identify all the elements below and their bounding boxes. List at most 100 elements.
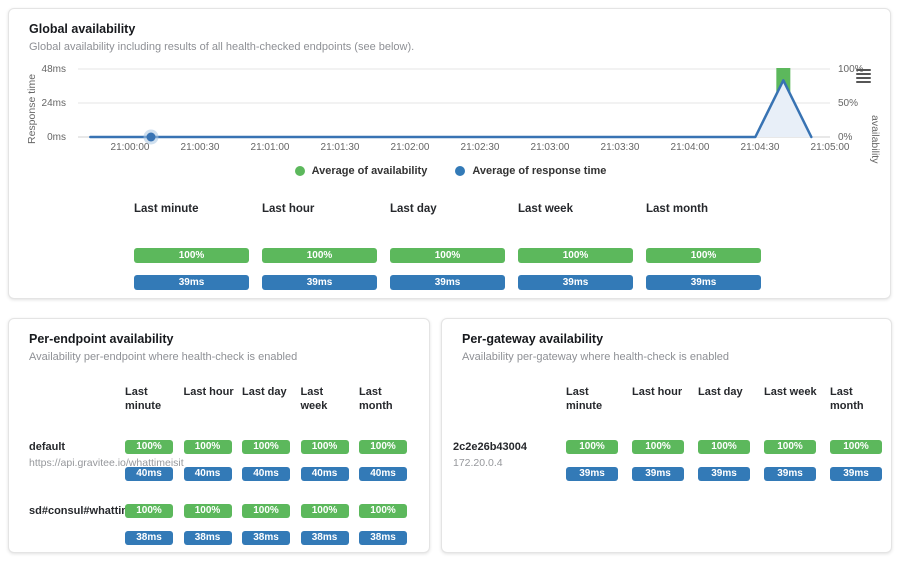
legend-dot-icon (294, 166, 305, 176)
column-header: Last minute (566, 386, 603, 413)
availability-badge: 100% (134, 248, 249, 263)
availability-badge: 100% (242, 503, 290, 518)
endpoint-availability-table: Last minute Last hour Last day Last week Las… (29, 385, 418, 568)
table-cell: 100% 39ms (566, 439, 632, 481)
response-time-badge: 39ms (830, 466, 882, 481)
row-name-cell: sd#consul#whattimeisit (29, 504, 154, 517)
availability-badge: 100% (390, 248, 505, 263)
x-axis-tick: 21:04:00 (671, 142, 710, 153)
column-header: Last day (698, 386, 743, 398)
response-time-badge: 39ms (262, 275, 377, 290)
table-cell: 100% 39ms (764, 439, 830, 481)
legend-dot-icon (455, 166, 466, 176)
chart-menu-icon[interactable] (856, 69, 871, 85)
availability-badge: 100% (300, 503, 349, 518)
row-name-cell: 2c2e26b43004 172.20.0.4 (453, 440, 566, 469)
global-summary: Last minute 100% 39ms Last hour 100% 39ms Last… (134, 203, 761, 290)
row-name-cell: default https://api.gravitee.io/whattimei… (29, 440, 184, 469)
legend-item-availability[interactable]: Average of availability (294, 165, 428, 177)
global-availability-panel: Global availability Global availability … (8, 8, 891, 299)
x-axis-tick: 21:02:30 (461, 142, 500, 153)
table-cell: 100% 40ms (300, 439, 360, 481)
per-endpoint-availability-panel: Per-endpoint availability Availability p… (8, 318, 430, 553)
summary-column: Last minute 100% 39ms (134, 203, 249, 290)
response-time-badge: 40ms (300, 466, 349, 481)
row-detail: https://api.gravitee.io/whattimeisit (29, 456, 184, 469)
response-time-badge: 40ms (242, 466, 290, 481)
column-header: Last month (359, 386, 393, 413)
panel-title: Per-endpoint availability (29, 332, 174, 346)
x-axis-tick: 21:03:30 (601, 142, 640, 153)
availability-badge: 100% (183, 503, 232, 518)
panel-title: Per-gateway availability (462, 332, 604, 346)
summary-column: Last week 100% 39ms (518, 203, 633, 290)
y-axis-tick-right: 100% (838, 64, 864, 75)
availability-badge: 100% (183, 439, 232, 454)
summary-period-label: Last hour (262, 203, 315, 215)
panel-subtitle: Availability per-gateway where health-ch… (462, 351, 730, 363)
table-header-row: Last minute Last hour Last day Last week Las… (29, 385, 418, 414)
x-axis-tick: 21:01:00 (251, 142, 290, 153)
response-time-badge: 39ms (518, 275, 633, 290)
row-detail: 172.20.0.4 (453, 456, 503, 469)
availability-badge: 100% (242, 439, 290, 454)
panel-subtitle: Availability per-endpoint where health-c… (29, 351, 298, 363)
availability-badge: 100% (830, 439, 882, 454)
x-axis-tick: 21:03:00 (531, 142, 570, 153)
legend-item-response-time[interactable]: Average of response time (455, 165, 606, 177)
legend-label: Average of availability (311, 165, 428, 177)
x-axis-tick: 21:01:30 (321, 142, 360, 153)
response-time-badge: 39ms (566, 466, 618, 481)
table-cell: 100% 38ms (300, 503, 360, 545)
table-header-name-spacer (453, 385, 566, 414)
x-axis-tick: 21:05:00 (811, 142, 850, 153)
availability-badge: 100% (359, 439, 407, 454)
availability-badge: 100% (646, 248, 761, 263)
availability-badge: 100% (125, 439, 173, 454)
availability-badge: 100% (262, 248, 377, 263)
table-cell: 100% 39ms (632, 439, 698, 481)
table-cell: 100% 40ms (242, 439, 301, 481)
per-gateway-availability-panel: Per-gateway availability Availability pe… (441, 318, 892, 553)
availability-badge: 100% (125, 503, 173, 518)
column-header: Last hour (183, 386, 234, 398)
column-header: Last day (242, 386, 287, 398)
summary-period-label: Last week (518, 203, 573, 215)
row-name: sd#consul#whattimeisit (29, 504, 154, 517)
column-header: Last week (764, 386, 817, 398)
response-time-badge: 40ms (183, 466, 232, 481)
response-time-badge: 39ms (134, 275, 249, 290)
summary-column: Last month 100% 39ms (646, 203, 761, 290)
summary-column: Last hour 100% 39ms (262, 203, 377, 290)
availability-badge: 100% (698, 439, 750, 454)
x-axis-tick: 21:04:30 (741, 142, 780, 153)
availability-chart[interactable]: 21:00:00 21:00:30 21:01:00 21:01:30 21:02:00… (10, 59, 890, 164)
x-axis-tick: 21:00:30 (181, 142, 220, 153)
table-cell: 100% 40ms (359, 439, 418, 481)
response-time-badge: 40ms (125, 466, 173, 481)
panel-subtitle: Global availability including results of… (29, 41, 415, 53)
response-time-badge: 38ms (242, 530, 290, 545)
column-header: Last hour (632, 386, 683, 398)
y-axis-title-availability: availability (869, 114, 881, 164)
response-time-badge: 38ms (125, 530, 173, 545)
summary-period-label: Last minute (134, 203, 199, 215)
response-time-badge: 38ms (300, 530, 349, 545)
y-axis-tick-left: 24ms (42, 98, 66, 109)
summary-period-label: Last month (646, 203, 708, 215)
table-row: sd#consul#whattimeisit 100% 38ms 100% 38ms 10… (29, 503, 418, 545)
table-row: default https://api.gravitee.io/whattimei… (29, 439, 418, 481)
column-header: Last month (830, 386, 864, 413)
availability-badge: 100% (764, 439, 816, 454)
response-time-badge: 39ms (646, 275, 761, 290)
response-time-badge: 39ms (390, 275, 505, 290)
table-cell: 100% 38ms (359, 503, 418, 545)
summary-period-label: Last day (390, 203, 437, 215)
table-cell: 100% 38ms (125, 503, 184, 545)
response-time-marker[interactable] (146, 132, 156, 142)
availability-badge: 100% (518, 248, 633, 263)
panel-title: Global availability (29, 22, 136, 36)
response-time-badge: 38ms (359, 530, 407, 545)
availability-badge: 100% (300, 439, 349, 454)
table-header-row: Last minute Last hour Last day Last week Las… (453, 385, 896, 414)
